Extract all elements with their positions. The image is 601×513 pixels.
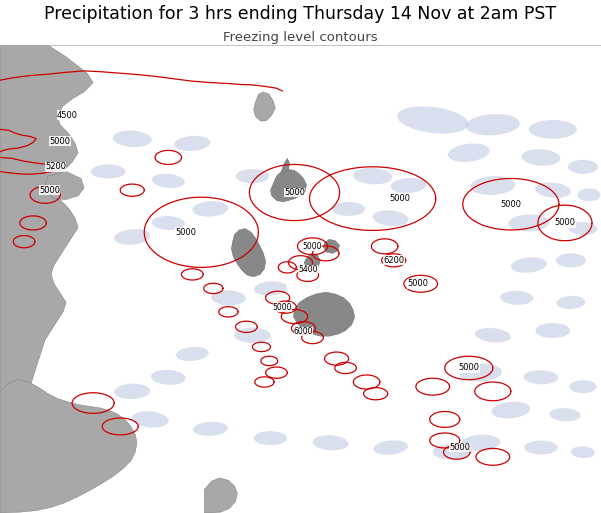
Polygon shape <box>204 478 237 513</box>
Ellipse shape <box>433 444 469 460</box>
Text: 6000: 6000 <box>294 327 313 336</box>
Ellipse shape <box>466 114 520 135</box>
Ellipse shape <box>508 214 549 231</box>
Ellipse shape <box>211 290 246 305</box>
Ellipse shape <box>373 210 409 226</box>
Text: 5000: 5000 <box>176 228 197 237</box>
Polygon shape <box>0 45 93 489</box>
Polygon shape <box>231 229 266 277</box>
Ellipse shape <box>523 370 558 384</box>
Ellipse shape <box>353 168 392 184</box>
Text: 5000: 5000 <box>284 188 305 197</box>
Ellipse shape <box>462 435 500 451</box>
Ellipse shape <box>571 446 595 458</box>
Ellipse shape <box>501 291 533 305</box>
Ellipse shape <box>313 435 349 450</box>
Ellipse shape <box>471 176 515 195</box>
Text: Freezing level contours: Freezing level contours <box>223 30 378 44</box>
Text: 5000: 5000 <box>39 186 60 194</box>
Ellipse shape <box>152 216 185 230</box>
Ellipse shape <box>152 173 185 188</box>
Ellipse shape <box>132 411 169 427</box>
Polygon shape <box>293 292 355 336</box>
Ellipse shape <box>535 323 570 338</box>
Ellipse shape <box>113 130 151 147</box>
Text: 5000: 5000 <box>555 219 575 227</box>
Ellipse shape <box>460 364 502 382</box>
Ellipse shape <box>391 178 427 193</box>
Ellipse shape <box>529 120 577 139</box>
Ellipse shape <box>511 258 547 273</box>
Polygon shape <box>254 92 275 121</box>
Polygon shape <box>270 169 307 202</box>
Ellipse shape <box>492 402 530 419</box>
Ellipse shape <box>151 370 186 385</box>
Ellipse shape <box>535 183 571 198</box>
Text: 5000: 5000 <box>389 194 410 203</box>
Text: 5000: 5000 <box>501 200 521 209</box>
Ellipse shape <box>91 165 126 179</box>
Text: 5000: 5000 <box>273 303 292 311</box>
Ellipse shape <box>234 327 270 343</box>
Ellipse shape <box>254 281 287 295</box>
Ellipse shape <box>236 169 269 183</box>
Ellipse shape <box>475 328 511 343</box>
Ellipse shape <box>448 144 490 162</box>
Polygon shape <box>323 239 340 253</box>
Text: Precipitation for 3 hrs ending Thursday 14 Nov at 2am PST: Precipitation for 3 hrs ending Thursday … <box>44 5 557 23</box>
Polygon shape <box>45 171 84 200</box>
Ellipse shape <box>578 188 600 202</box>
Ellipse shape <box>332 202 365 216</box>
Ellipse shape <box>373 440 408 455</box>
Ellipse shape <box>193 422 228 436</box>
Ellipse shape <box>524 441 558 455</box>
Polygon shape <box>0 380 137 513</box>
Ellipse shape <box>549 408 581 421</box>
Ellipse shape <box>114 229 150 245</box>
Text: 5000: 5000 <box>459 364 479 372</box>
Ellipse shape <box>569 222 597 235</box>
Text: 5000: 5000 <box>303 242 322 251</box>
Ellipse shape <box>174 136 210 151</box>
Ellipse shape <box>192 201 228 216</box>
Text: 5200: 5200 <box>45 162 66 171</box>
Ellipse shape <box>568 160 598 174</box>
Text: 4500: 4500 <box>57 111 78 120</box>
Text: 5000: 5000 <box>407 279 428 288</box>
Polygon shape <box>281 159 290 172</box>
Polygon shape <box>304 253 320 269</box>
Ellipse shape <box>522 149 560 166</box>
Ellipse shape <box>570 380 597 393</box>
Text: 5000: 5000 <box>450 443 470 452</box>
Ellipse shape <box>114 384 150 399</box>
Text: 6200: 6200 <box>383 256 404 265</box>
Ellipse shape <box>397 106 468 133</box>
Ellipse shape <box>557 296 585 309</box>
Ellipse shape <box>176 347 209 361</box>
Text: 5000: 5000 <box>49 136 70 146</box>
Ellipse shape <box>254 431 287 445</box>
Ellipse shape <box>556 253 586 267</box>
Text: 5400: 5400 <box>298 265 317 274</box>
